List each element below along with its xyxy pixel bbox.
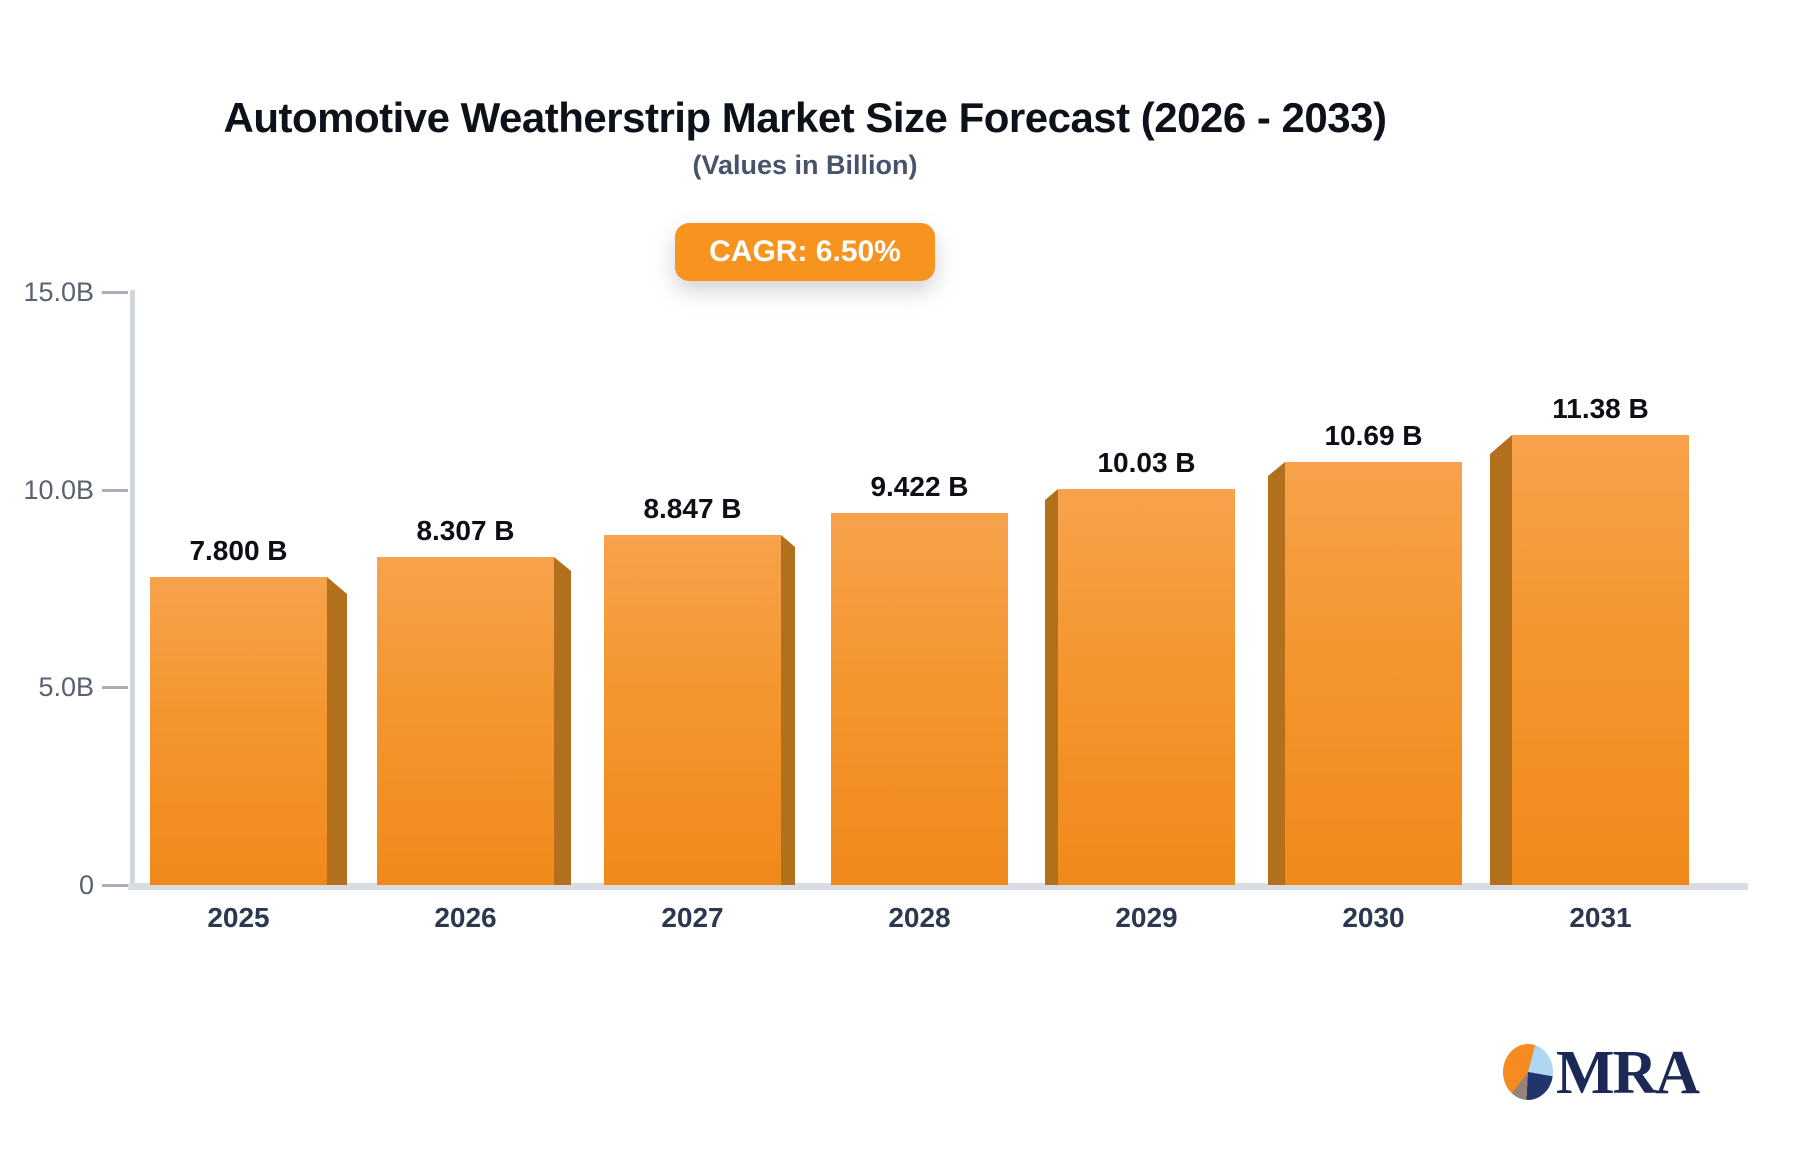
cagr-badge-row: CAGR: 6.50%	[0, 223, 1610, 281]
bar-value-label: 10.03 B	[1097, 447, 1196, 478]
x-tick-label: 2031	[1569, 902, 1632, 933]
brand-logo: MRA	[1500, 1038, 1730, 1108]
brand-wordmark: MRA	[1556, 1039, 1700, 1107]
pie-chart-icon	[1503, 1044, 1553, 1100]
bar-value-label: 9.422 B	[870, 471, 969, 502]
x-tick-label: 2025	[207, 902, 270, 933]
bar-value-label: 10.69 B	[1324, 420, 1423, 451]
y-tick-label: 15.0B	[23, 277, 94, 308]
bar-face	[377, 557, 554, 885]
bar-2031	[1490, 435, 1689, 885]
bar-2025	[150, 577, 347, 885]
x-tick-label: 2026	[434, 902, 497, 933]
x-tick-label: 2029	[1115, 902, 1178, 933]
bar-value-label: 8.847 B	[643, 493, 742, 524]
y-tick-label: 10.0B	[23, 474, 94, 505]
bar-2026	[377, 557, 571, 885]
bar-3d-side	[1268, 462, 1285, 885]
y-axis-line	[130, 290, 135, 886]
page-subtitle: (Values in Billion)	[692, 150, 918, 180]
bar-2028	[831, 513, 1008, 885]
cagr-badge: CAGR: 6.50%	[675, 223, 935, 281]
bar-3d-side	[781, 535, 795, 885]
bar-3d-side	[1490, 435, 1512, 885]
bar-3d-side	[1045, 489, 1058, 885]
page-title: Automotive Weatherstrip Market Size Fore…	[223, 94, 1387, 141]
bar-face	[1058, 489, 1235, 885]
bar-face	[1512, 435, 1689, 885]
bar-2027	[604, 535, 795, 885]
y-tick-mark	[102, 686, 128, 690]
bar-3d-side	[327, 577, 347, 885]
bar-value-label: 7.800 B	[189, 535, 288, 566]
y-tick-mark	[102, 488, 128, 492]
x-axis-baseline	[128, 883, 1748, 890]
bar-face	[831, 513, 1008, 885]
bar-face	[1285, 462, 1462, 885]
bar-3d-side	[554, 557, 571, 885]
bar-face	[150, 577, 327, 885]
bar-value-label: 11.38 B	[1552, 393, 1649, 424]
y-tick-label: 0	[78, 870, 94, 900]
x-tick-label: 2028	[888, 902, 951, 933]
y-tick-label: 5.0B	[38, 672, 94, 703]
x-tick-label: 2027	[661, 902, 724, 933]
y-tick-mark	[102, 884, 128, 887]
bar-2029	[1045, 489, 1235, 885]
bar-value-label: 8.307 B	[416, 515, 515, 546]
x-tick-label: 2030	[1342, 902, 1405, 933]
y-tick-mark	[102, 291, 128, 295]
bar-face	[604, 535, 781, 885]
bar-2030	[1268, 462, 1462, 885]
